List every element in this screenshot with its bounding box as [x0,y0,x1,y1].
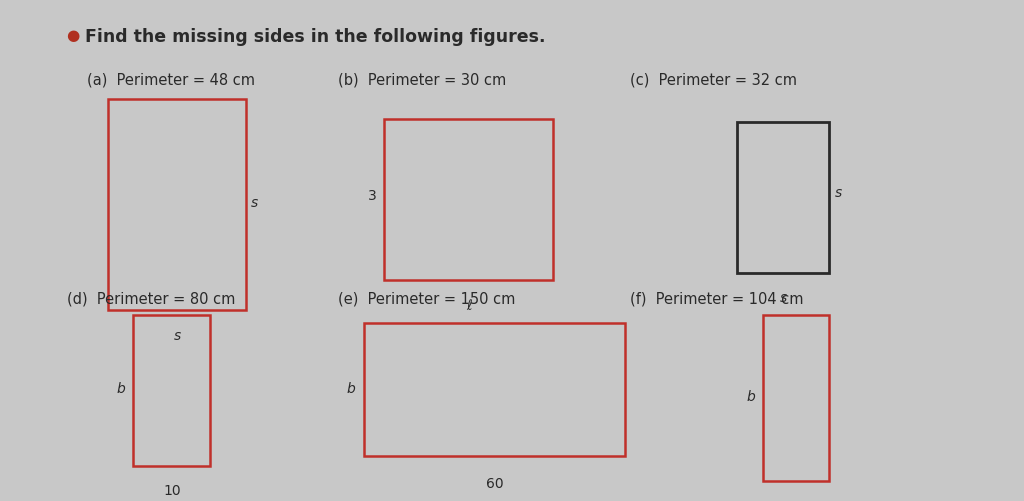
Text: ℓ: ℓ [466,298,472,312]
Text: (f)  Perimeter = 104 cm: (f) Perimeter = 104 cm [630,291,803,306]
Bar [108,100,246,311]
Text: s: s [251,196,258,210]
Text: b: b [116,381,125,395]
Text: b: b [746,389,756,403]
Text: (d)  Perimeter = 80 cm: (d) Perimeter = 80 cm [67,291,234,306]
Text: s: s [173,328,181,342]
Text: b: b [346,381,355,395]
Text: 60: 60 [485,476,504,490]
Text: Find the missing sides in the following figures.: Find the missing sides in the following … [85,28,546,46]
Bar [763,316,829,481]
Bar [737,123,829,273]
Text: (a)  Perimeter = 48 cm: (a) Perimeter = 48 cm [87,73,255,88]
Text: (e)  Perimeter = 150 cm: (e) Perimeter = 150 cm [338,291,515,306]
Text: (c)  Perimeter = 32 cm: (c) Perimeter = 32 cm [630,73,797,88]
Text: 3: 3 [368,188,377,202]
Text: s: s [779,291,787,305]
Bar [384,120,553,281]
Text: s: s [835,186,842,200]
Text: (b)  Perimeter = 30 cm: (b) Perimeter = 30 cm [338,73,506,88]
Bar [133,316,210,466]
Text: ●: ● [67,28,80,43]
Text: 10: 10 [163,483,181,497]
Bar [364,323,625,456]
